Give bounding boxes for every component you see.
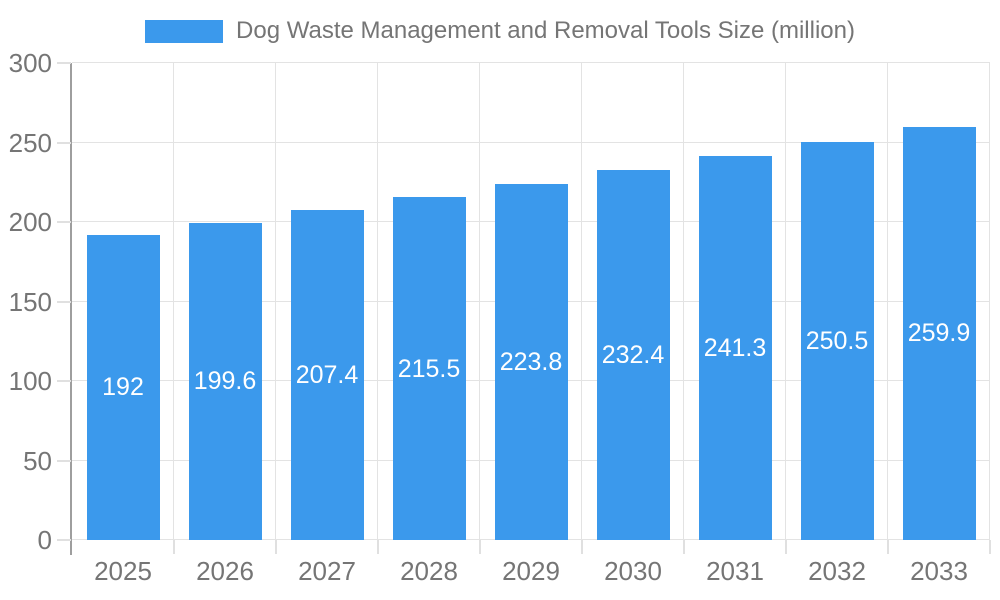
x-axis-tick bbox=[275, 540, 277, 554]
y-axis-tick bbox=[57, 221, 71, 223]
x-axis-tick bbox=[683, 540, 685, 554]
v-gridline bbox=[275, 63, 276, 540]
bar bbox=[290, 210, 364, 540]
v-gridline bbox=[581, 63, 582, 540]
x-axis-tick bbox=[377, 540, 379, 554]
y-axis-tick bbox=[57, 539, 71, 541]
y-axis-tick bbox=[57, 380, 71, 382]
y-axis-tick bbox=[57, 62, 71, 64]
x-axis-tick bbox=[785, 540, 787, 554]
bar bbox=[596, 170, 670, 540]
x-tick-label: 2030 bbox=[604, 556, 662, 586]
v-gridline bbox=[173, 63, 174, 540]
x-tick-label: 2025 bbox=[94, 556, 152, 586]
x-axis-tick bbox=[479, 540, 481, 554]
v-gridline bbox=[785, 63, 786, 540]
x-tick-label: 2033 bbox=[910, 556, 968, 586]
bar bbox=[800, 141, 874, 540]
x-tick-label: 2029 bbox=[502, 556, 560, 586]
x-tick-label: 2031 bbox=[706, 556, 764, 586]
bar bbox=[902, 126, 976, 540]
v-gridline bbox=[989, 63, 990, 540]
y-tick-label: 300 bbox=[8, 48, 52, 78]
v-gridline bbox=[683, 63, 684, 540]
x-tick-label: 2027 bbox=[298, 556, 356, 586]
x-tick-label: 2032 bbox=[808, 556, 866, 586]
bar-value-label: 207.4 bbox=[295, 361, 359, 390]
bar-value-label: 223.8 bbox=[499, 348, 563, 377]
bar bbox=[392, 197, 466, 540]
y-tick-label: 0 bbox=[37, 525, 52, 555]
bar-value-label: 215.5 bbox=[397, 354, 461, 383]
x-axis-tick bbox=[581, 540, 583, 554]
legend-swatch bbox=[145, 19, 224, 43]
h-gridline bbox=[72, 141, 990, 143]
bar-value-label: 232.4 bbox=[601, 341, 665, 370]
y-tick-label: 150 bbox=[8, 286, 52, 317]
y-tick-label: 200 bbox=[8, 207, 52, 237]
bar bbox=[494, 184, 568, 540]
bar-value-label: 192 bbox=[102, 373, 144, 402]
h-gridline bbox=[72, 62, 990, 63]
y-tick-label: 250 bbox=[8, 127, 52, 158]
y-axis-tick bbox=[57, 141, 71, 144]
x-axis-tick bbox=[173, 540, 175, 554]
plot-area: 192 199.6 207.4 215.5 223.8 232.4 241.3 250.5 25… bbox=[72, 62, 990, 540]
y-axis-tick bbox=[57, 459, 71, 462]
bar-value-label: 199.6 bbox=[193, 367, 257, 396]
v-gridline bbox=[377, 63, 378, 540]
bar bbox=[698, 156, 772, 540]
bar bbox=[188, 222, 262, 540]
bar-value-label: 241.3 bbox=[703, 334, 767, 363]
x-axis-tick bbox=[989, 540, 991, 554]
bar-value-label: 250.5 bbox=[805, 326, 869, 355]
legend-label: Dog Waste Management and Removal Tools S… bbox=[236, 17, 855, 44]
x-tick-label: 2028 bbox=[400, 556, 458, 586]
bar bbox=[86, 234, 160, 540]
v-gridline bbox=[887, 63, 888, 540]
y-tick-label: 100 bbox=[8, 366, 52, 396]
x-axis-tick bbox=[887, 540, 889, 554]
chart-legend: Dog Waste Management and Removal Tools S… bbox=[0, 17, 1000, 45]
y-axis-tick bbox=[57, 300, 71, 303]
v-gridline bbox=[479, 63, 480, 540]
y-tick-label: 50 bbox=[23, 445, 52, 476]
bar-value-label: 259.9 bbox=[907, 319, 971, 348]
y-axis-line bbox=[70, 63, 72, 555]
x-tick-label: 2026 bbox=[196, 556, 254, 586]
